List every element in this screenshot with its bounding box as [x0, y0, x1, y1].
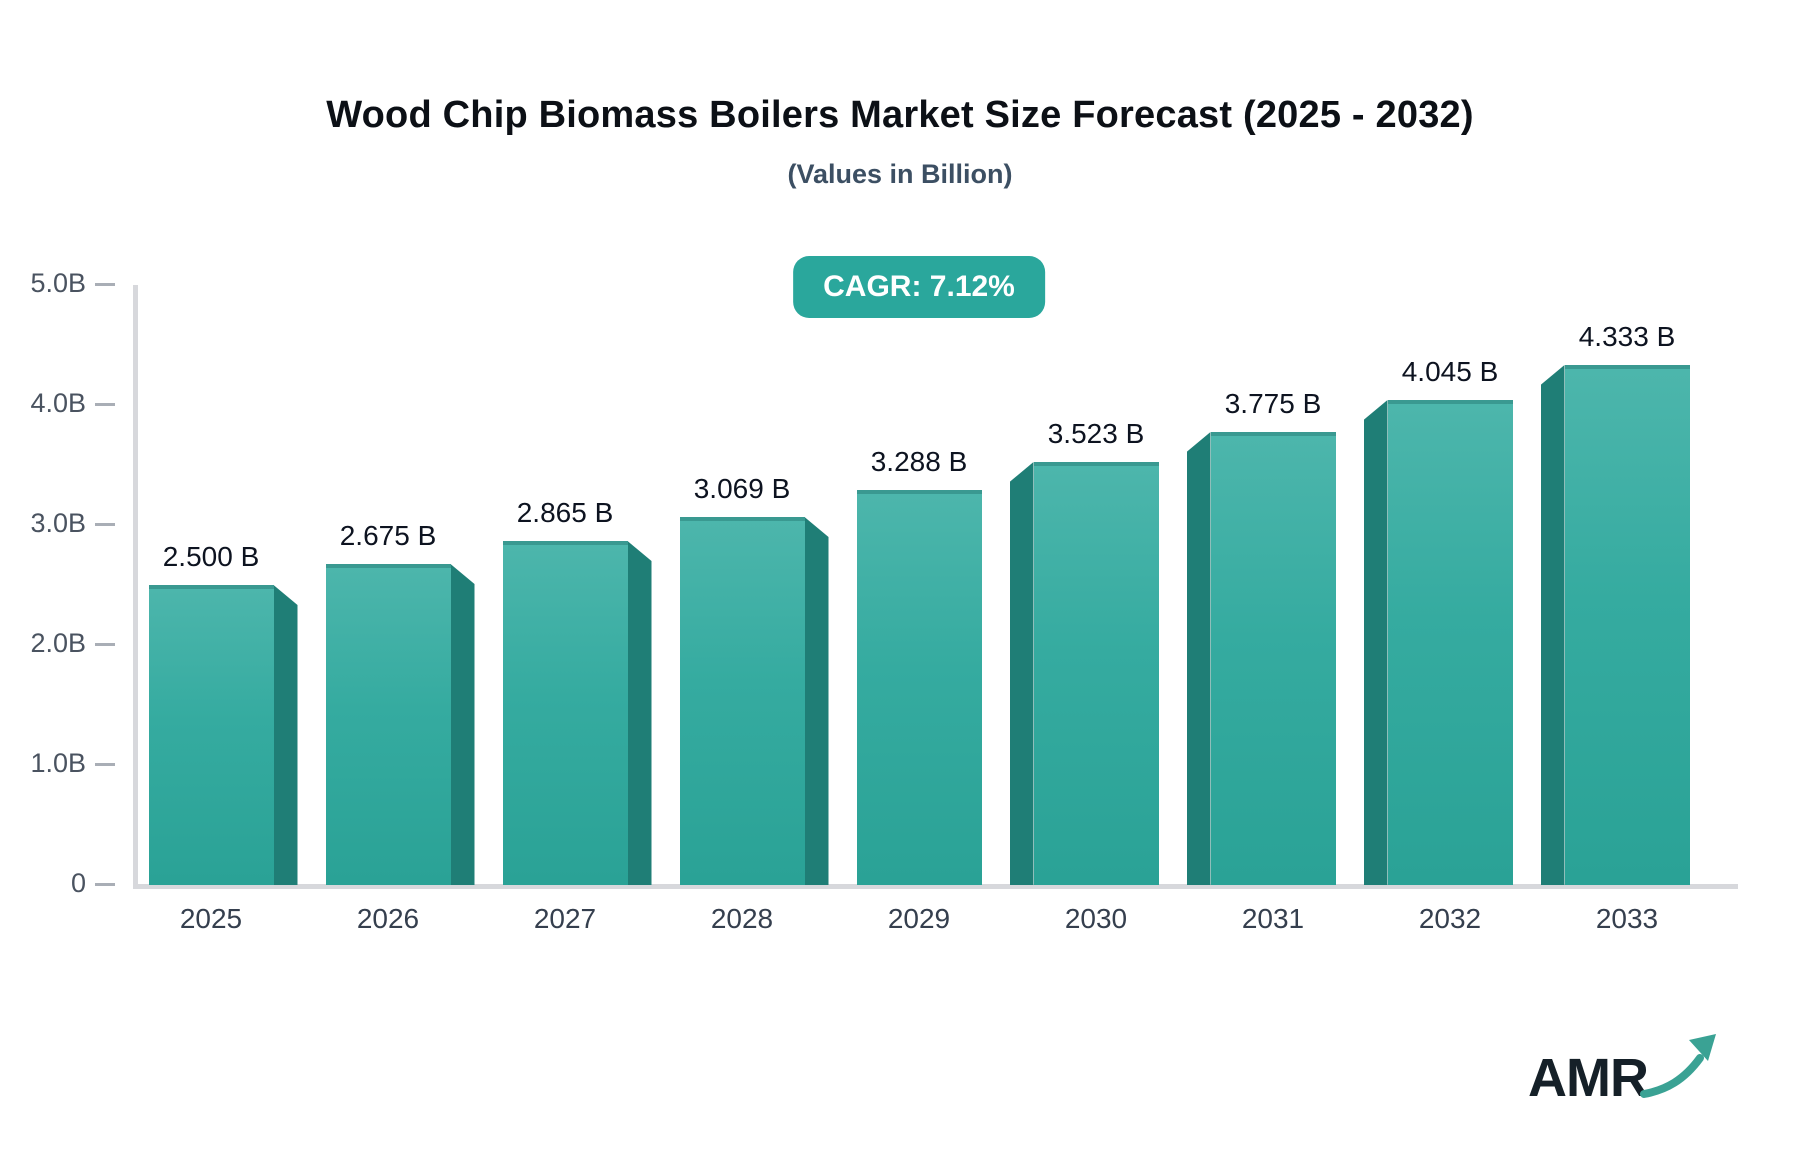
- y-axis-tick: [95, 403, 115, 406]
- bar: [1564, 365, 1690, 885]
- y-axis-tick-label: 5.0B: [30, 268, 86, 298]
- bar-value-label: 2.675 B: [339, 520, 437, 551]
- x-axis-tick-label: 2033: [1595, 903, 1659, 934]
- trend-up-arrow-icon: [1639, 1032, 1722, 1103]
- bar: [1387, 400, 1513, 885]
- y-axis-tick-label: 3.0B: [30, 508, 86, 538]
- bar-3d-side: [1009, 462, 1034, 885]
- bar: [148, 585, 274, 885]
- x-axis-line: [133, 884, 1738, 889]
- y-axis-line: [133, 285, 138, 887]
- bar-value-label: 3.288 B: [870, 446, 968, 477]
- x-axis-tick-label: 2028: [710, 903, 774, 934]
- plot-area: 0 1.0B 2.0B 3.0B 4.0B 5.0B 2.500 B 2025 2.675 B 2…: [30, 268, 1738, 934]
- bar-3d-side: [1540, 365, 1565, 885]
- bar: [502, 541, 628, 885]
- brand-logo-text: AMR: [1528, 1048, 1649, 1108]
- x-axis-tick-label: 2027: [533, 903, 597, 934]
- x-axis-tick-label: 2025: [179, 903, 243, 934]
- x-axis-tick-label: 2032: [1418, 903, 1482, 934]
- y-axis-tick: [95, 643, 115, 646]
- y-axis-tick-label: 0: [70, 868, 86, 898]
- bar: [1033, 462, 1159, 885]
- bar: [325, 564, 451, 885]
- bar-value-label: 3.523 B: [1047, 418, 1145, 449]
- bar-value-label: 3.775 B: [1224, 388, 1322, 419]
- y-axis-tick-label: 4.0B: [30, 388, 86, 418]
- y-axis-tick: [95, 523, 115, 526]
- bar-value-label: 2.500 B: [162, 541, 260, 572]
- y-axis-tick: [95, 283, 115, 286]
- bar-value-label: 2.865 B: [516, 497, 614, 528]
- bar-value-label: 4.333 B: [1578, 321, 1676, 352]
- bar-3d-side: [1186, 432, 1211, 885]
- bar: [679, 517, 805, 885]
- brand-logo: AMR: [1528, 1032, 1722, 1105]
- x-axis-tick-label: 2030: [1064, 903, 1128, 934]
- y-axis-tick: [95, 883, 115, 886]
- y-axis-tick-label: 2.0B: [30, 628, 86, 658]
- bar-3d-side: [627, 541, 652, 885]
- bar-value-label: 3.069 B: [693, 473, 791, 504]
- bar: [856, 490, 982, 885]
- y-axis-tick-label: 1.0B: [30, 748, 86, 778]
- cagr-badge: CAGR: 7.12%: [793, 256, 1045, 318]
- x-axis-tick-label: 2026: [356, 903, 420, 934]
- y-axis-tick: [95, 763, 115, 766]
- bar-3d-side: [273, 585, 298, 885]
- chart-title: Wood Chip Biomass Boilers Market Size Fo…: [326, 94, 1474, 136]
- x-axis-tick-label: 2029: [887, 903, 951, 934]
- bar: [1210, 432, 1336, 885]
- x-axis-tick-label: 2031: [1241, 903, 1305, 934]
- chart-subtitle: (Values in Billion): [787, 159, 1013, 189]
- bar-3d-side: [450, 564, 475, 885]
- bar-value-label: 4.045 B: [1401, 356, 1499, 387]
- bar-3d-side: [804, 517, 829, 885]
- bar-3d-side: [1363, 400, 1388, 885]
